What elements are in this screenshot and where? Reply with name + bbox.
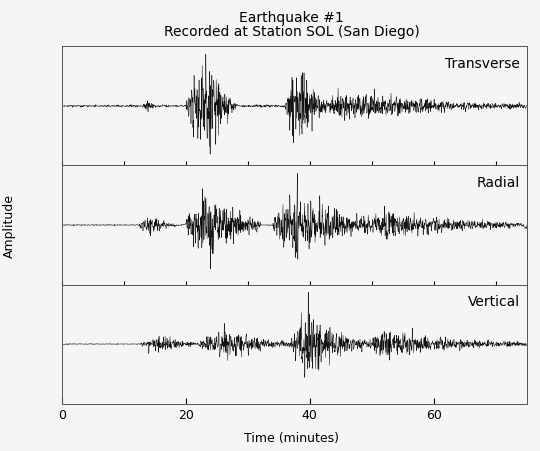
Text: Transverse: Transverse — [444, 57, 519, 71]
Text: Earthquake #1: Earthquake #1 — [239, 11, 344, 25]
Text: Time (minutes): Time (minutes) — [244, 431, 339, 444]
Text: Vertical: Vertical — [468, 295, 519, 308]
Text: Amplitude: Amplitude — [3, 193, 16, 258]
Text: Recorded at Station SOL (San Diego): Recorded at Station SOL (San Diego) — [164, 25, 420, 39]
Text: Radial: Radial — [476, 175, 519, 189]
